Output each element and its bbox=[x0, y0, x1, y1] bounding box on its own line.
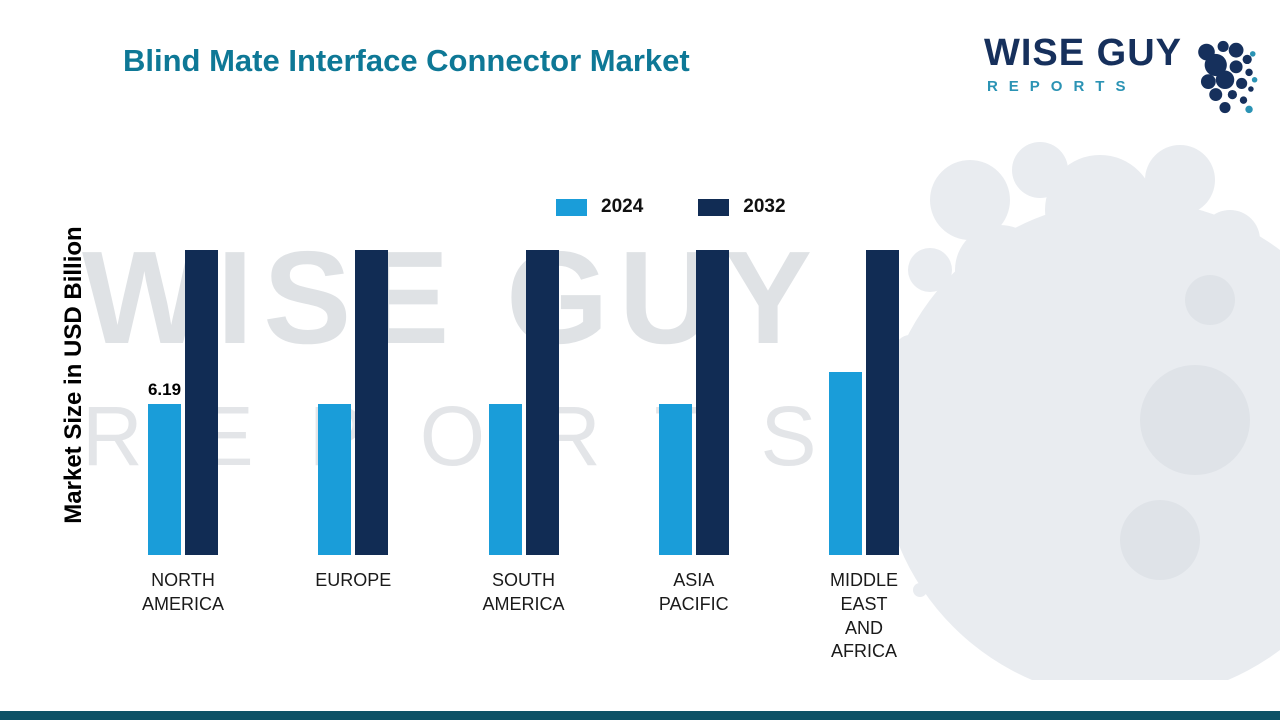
bar-group: ASIA PACIFIC bbox=[619, 250, 769, 614]
legend-item-2024: 2024 bbox=[556, 196, 643, 218]
legend-item-2032: 2032 bbox=[698, 196, 786, 218]
bar-pair bbox=[488, 250, 559, 555]
category-label: ASIA PACIFIC bbox=[658, 570, 729, 614]
bar-2024 bbox=[148, 404, 181, 555]
data-label: 6.19 bbox=[147, 380, 182, 399]
legend-label: 2032 bbox=[743, 196, 786, 217]
category-label: SOUTH AMERICA bbox=[482, 570, 565, 614]
bar-2032 bbox=[695, 250, 729, 555]
bar-2024 bbox=[318, 404, 352, 555]
page-title: Blind Mate Interface Connector Market bbox=[123, 43, 690, 78]
bar-slot bbox=[695, 250, 729, 555]
bar-2024 bbox=[488, 404, 522, 555]
legend: 2024 2032 bbox=[556, 196, 786, 218]
bar-slot bbox=[318, 404, 352, 555]
bar-slot bbox=[866, 250, 899, 555]
y-axis-label: Market Size in USD Billion bbox=[60, 226, 87, 524]
bar-pair bbox=[318, 250, 389, 555]
category-label: NORTH AMERICA bbox=[141, 570, 224, 614]
bar-slot bbox=[658, 404, 692, 555]
bar-slot bbox=[488, 404, 522, 555]
bar-pair: 6.19 bbox=[148, 250, 219, 555]
legend-swatch bbox=[556, 198, 587, 216]
bar-group: SOUTH AMERICA bbox=[449, 250, 599, 614]
legend-swatch bbox=[698, 198, 730, 216]
legend-label: 2024 bbox=[601, 196, 644, 217]
bar-2032 bbox=[355, 250, 389, 555]
bar-2032 bbox=[525, 250, 559, 555]
bar-slot: 6.19 bbox=[148, 380, 181, 555]
bar-2024 bbox=[829, 372, 862, 555]
bar-2024 bbox=[658, 404, 692, 555]
bar-group: MIDDLE EAST AND AFRICA bbox=[789, 250, 939, 661]
category-label: EUROPE bbox=[315, 570, 392, 590]
bar-group: EUROPE bbox=[278, 250, 428, 590]
plot-area: 6.19 NORTH AMERICA EUROPE SOUTH AMERICA ASIA… bbox=[108, 250, 939, 661]
bar-group: 6.19 NORTH AMERICA bbox=[108, 250, 258, 614]
logo-head-icon bbox=[1198, 40, 1258, 114]
logo-text-block: WISE GUY REPORTS bbox=[984, 34, 1182, 95]
bar-slot bbox=[355, 250, 389, 555]
brand-logo: WISE GUY REPORTS bbox=[984, 34, 1262, 120]
bar-slot bbox=[185, 250, 219, 555]
logo-brand-text: WISE GUY bbox=[983, 32, 1182, 74]
logo-sub-text: REPORTS bbox=[986, 78, 1137, 95]
bar-pair bbox=[829, 250, 899, 555]
bar-2032 bbox=[185, 250, 219, 555]
bar-2032 bbox=[866, 250, 899, 555]
bar-pair bbox=[658, 250, 729, 555]
bar-slot bbox=[525, 250, 559, 555]
category-label: MIDDLE EAST AND AFRICA bbox=[829, 570, 898, 662]
bar-slot bbox=[829, 372, 862, 555]
bottom-accent-bar bbox=[0, 711, 1280, 720]
